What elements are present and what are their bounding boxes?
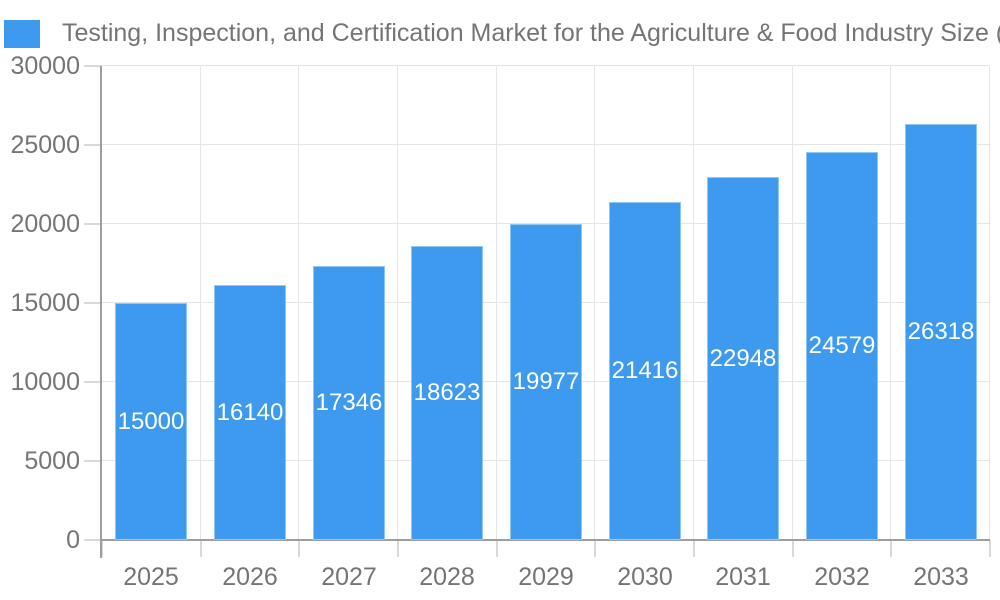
y-axis-line — [100, 66, 102, 558]
y-gridline — [102, 65, 990, 66]
bar-value-label: 18623 — [413, 379, 481, 406]
bar[interactable] — [609, 202, 681, 540]
x-axis-tick — [890, 540, 892, 557]
x-axis-tick — [101, 540, 103, 557]
y-axis-label: 10000 — [10, 368, 80, 396]
x-gridline — [594, 66, 595, 540]
bar-value-label: 21416 — [611, 357, 679, 384]
y-axis-label: 0 — [66, 526, 80, 554]
legend-item[interactable]: Testing, Inspection, and Certification M… — [4, 19, 1000, 48]
y-axis-label: 30000 — [10, 52, 80, 80]
y-axis-label: 15000 — [10, 289, 80, 317]
x-axis-label: 2025 — [123, 563, 179, 591]
y-axis-tick — [84, 460, 102, 462]
bar[interactable] — [806, 152, 878, 540]
y-axis-label: 20000 — [10, 210, 80, 238]
bar-value-label: 24579 — [808, 332, 876, 359]
x-gridline — [890, 66, 891, 540]
bar-value-label: 26318 — [907, 318, 975, 345]
x-axis-label: 2027 — [321, 563, 377, 591]
bar[interactable] — [510, 224, 582, 540]
x-axis-line — [102, 539, 990, 541]
bar[interactable] — [707, 177, 779, 540]
x-axis-tick — [200, 540, 202, 557]
x-axis-label: 2029 — [518, 563, 574, 591]
x-gridline — [693, 66, 694, 540]
x-axis-label: 2031 — [715, 563, 771, 591]
x-axis-tick — [594, 540, 596, 557]
y-axis-tick — [84, 223, 102, 225]
x-axis-label: 2026 — [222, 563, 278, 591]
y-axis-label: 5000 — [24, 447, 80, 475]
x-gridline — [397, 66, 398, 540]
bar-value-label: 19977 — [512, 368, 580, 395]
x-axis-label: 2033 — [913, 563, 969, 591]
bar-value-label: 22948 — [709, 344, 777, 372]
x-axis-tick — [397, 540, 399, 557]
x-axis-tick — [693, 540, 695, 557]
x-gridline — [496, 66, 497, 540]
y-axis-tick — [84, 144, 102, 146]
y-gridline — [102, 223, 990, 224]
x-gridline — [989, 66, 990, 540]
bar-value-label: 15000 — [117, 407, 185, 435]
bar[interactable] — [411, 246, 483, 540]
y-axis-tick — [84, 65, 102, 67]
bar[interactable] — [115, 303, 187, 540]
y-axis-tick — [84, 539, 102, 541]
legend-swatch-icon — [4, 19, 40, 48]
y-axis-tick — [84, 302, 102, 304]
bar-value-label: 17346 — [315, 389, 383, 416]
x-axis-label: 2030 — [617, 563, 673, 591]
x-axis-tick — [989, 540, 991, 557]
bar[interactable] — [313, 266, 385, 540]
bar[interactable] — [214, 285, 286, 540]
y-axis-label: 25000 — [10, 131, 80, 159]
x-axis-tick — [298, 540, 300, 557]
x-gridline — [792, 66, 793, 540]
bar[interactable] — [905, 124, 977, 540]
y-axis-tick — [84, 381, 102, 383]
x-axis-tick — [792, 540, 794, 557]
legend-series-label: Testing, Inspection, and Certification M… — [62, 19, 1000, 47]
x-axis-label: 2032 — [814, 563, 870, 591]
x-axis-tick — [496, 540, 498, 557]
x-gridline — [298, 66, 299, 540]
x-axis-label: 2028 — [419, 563, 475, 591]
y-gridline — [102, 144, 990, 145]
bar-value-label: 16140 — [216, 398, 284, 426]
x-gridline — [200, 66, 201, 540]
